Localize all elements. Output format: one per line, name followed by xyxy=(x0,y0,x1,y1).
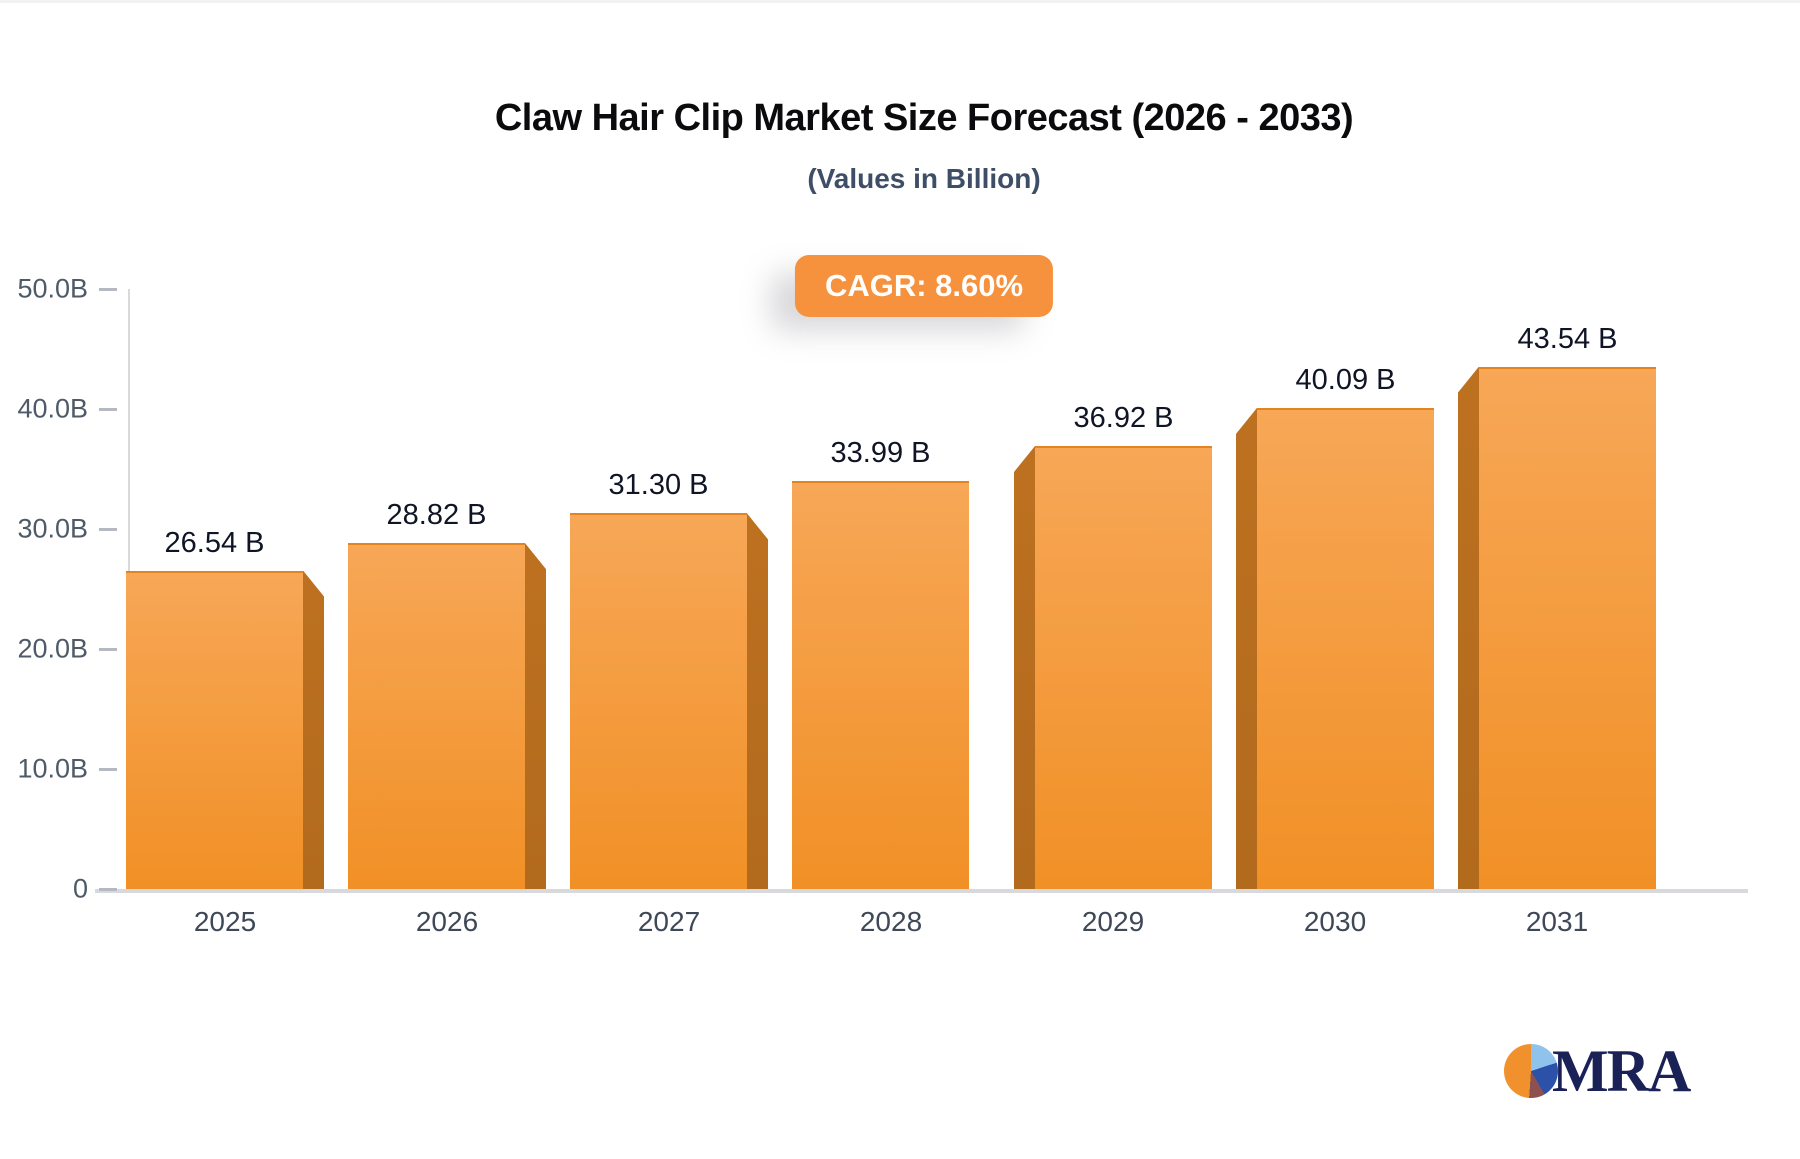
bar-side-face xyxy=(525,543,546,889)
x-tick-label: 2025 xyxy=(193,906,257,937)
x-tick-label: 2031 xyxy=(1525,906,1589,937)
bar-value-label: 36.92 B xyxy=(1073,401,1174,434)
chart-subtitle: (Values in Billion) xyxy=(807,163,1041,194)
y-tick-mark xyxy=(99,288,117,291)
chart-title: Claw Hair Clip Market Size Forecast (202… xyxy=(494,97,1354,139)
bar-main-face xyxy=(792,481,969,889)
pie-chart-icon xyxy=(1504,1044,1558,1098)
bar-main-face xyxy=(570,513,747,889)
brand-logo-text: MRA xyxy=(1552,1038,1691,1104)
x-tick-label: 2027 xyxy=(637,906,701,937)
bar-main-face xyxy=(1257,407,1434,889)
bar-value-label: 33.99 B xyxy=(830,437,931,470)
y-tick-label: 20.0B xyxy=(17,633,88,664)
bar-side-face xyxy=(303,570,324,889)
y-tick-mark xyxy=(99,888,117,891)
bar-side-face xyxy=(747,513,768,889)
cagr-badge: CAGR: 8.60% xyxy=(794,255,1054,317)
y-tick-label: 0 xyxy=(72,873,88,904)
bar-main-face xyxy=(1479,366,1656,889)
bar-value-label: 43.54 B xyxy=(1517,322,1618,355)
x-tick-label: 2029 xyxy=(1081,906,1145,937)
y-tick-label: 30.0B xyxy=(17,513,88,544)
bar-value-label: 28.82 B xyxy=(386,499,487,532)
bar-side-face xyxy=(1458,366,1479,889)
bar-value-label: 40.09 B xyxy=(1295,363,1396,396)
y-tick-mark xyxy=(99,648,117,651)
bar-main-face xyxy=(348,543,525,889)
bar-side-face xyxy=(1014,445,1035,889)
x-tick-label: 2026 xyxy=(415,906,479,937)
bar-main-face xyxy=(126,570,303,889)
x-tick-label: 2028 xyxy=(859,906,923,937)
y-tick-mark xyxy=(99,768,117,771)
brand-logo: MRA xyxy=(1504,1038,1691,1104)
x-axis-line xyxy=(95,889,1748,893)
y-tick-label: 40.0B xyxy=(17,393,88,424)
y-tick-label: 10.0B xyxy=(17,753,88,784)
bar-main-face xyxy=(1035,445,1212,889)
bar-value-label: 31.30 B xyxy=(608,469,709,502)
bar-value-label: 26.54 B xyxy=(164,526,265,559)
y-tick-label: 50.0B xyxy=(17,273,88,304)
y-tick-mark xyxy=(99,528,117,531)
y-tick-mark xyxy=(99,408,117,411)
x-tick-label: 2030 xyxy=(1303,906,1367,937)
bar-side-face xyxy=(1236,407,1257,889)
